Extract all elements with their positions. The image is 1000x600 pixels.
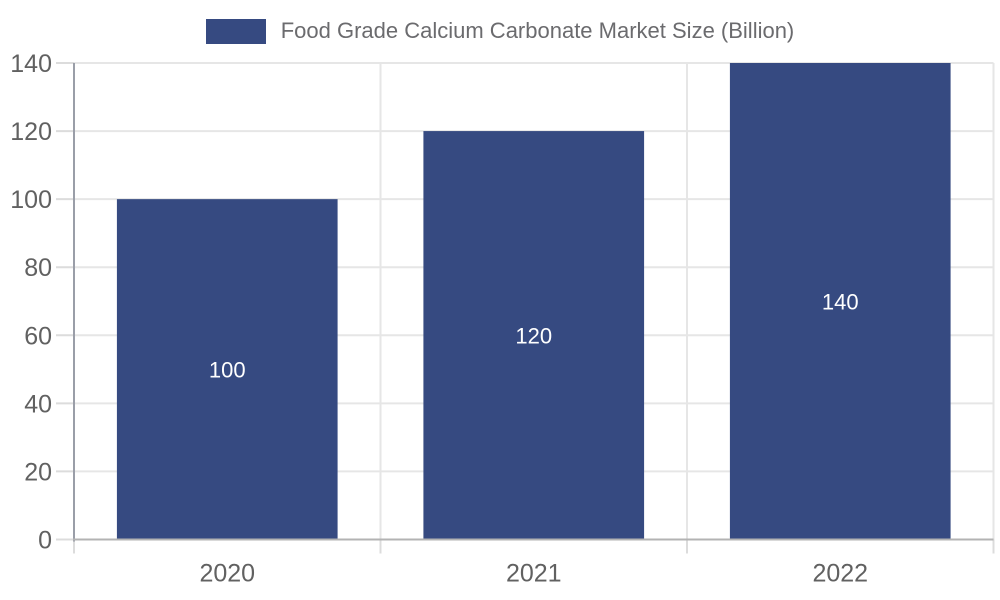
- x-tick-label: 2022: [812, 560, 868, 588]
- y-tick-label: 40: [24, 390, 52, 418]
- x-tick-label: 2020: [199, 560, 255, 588]
- bar-2020[interactable]: [116, 199, 338, 540]
- bar-2021[interactable]: [423, 131, 645, 540]
- y-tick-label: 120: [10, 118, 52, 146]
- y-tick-label: 80: [24, 254, 52, 282]
- y-tick-label: 140: [10, 50, 52, 78]
- x-tick-label: 2021: [506, 560, 562, 588]
- y-tick-label: 60: [24, 322, 52, 350]
- bar-value-label: 120: [515, 323, 552, 348]
- bar-2022[interactable]: [729, 63, 951, 540]
- bar-value-label: 140: [822, 289, 859, 314]
- bar-value-label: 100: [209, 357, 246, 382]
- y-tick-label: 20: [24, 458, 52, 486]
- y-tick-label: 0: [38, 527, 52, 555]
- y-tick-label: 100: [10, 186, 52, 214]
